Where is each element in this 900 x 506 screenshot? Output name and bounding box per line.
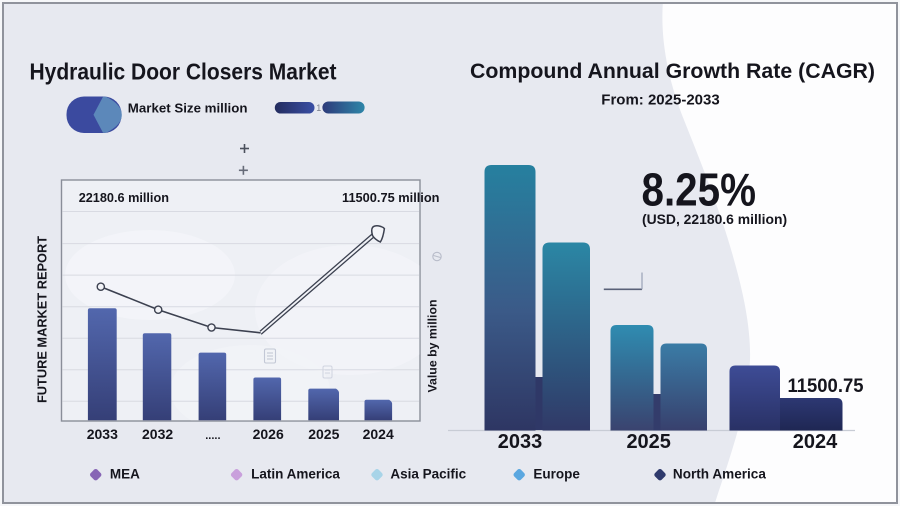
svg-text:Latin America: Latin America	[251, 467, 340, 482]
svg-text:1: 1	[316, 103, 321, 113]
svg-text:North America: North America	[673, 467, 766, 482]
svg-text:FUTURE MARKET REPORT: FUTURE MARKET REPORT	[35, 236, 50, 403]
svg-text:2032: 2032	[142, 426, 173, 442]
svg-text:Hydraulic Door Closers Market: Hydraulic Door Closers Market	[30, 59, 337, 85]
svg-text:11500.75 million: 11500.75 million	[342, 190, 440, 205]
svg-text:From: 2025-2033: From: 2025-2033	[601, 92, 719, 109]
svg-text:Market Size million: Market Size million	[128, 101, 248, 116]
svg-text:(USD, 22180.6 million): (USD, 22180.6 million)	[642, 211, 787, 227]
svg-text:2033: 2033	[498, 431, 543, 453]
svg-text:2025: 2025	[626, 431, 671, 453]
svg-text:Compound Annual Growth Rate (C: Compound Annual Growth Rate (CAGR)	[470, 59, 875, 83]
svg-text:.....: .....	[205, 430, 220, 442]
svg-text:MEA: MEA	[110, 467, 140, 482]
svg-text:2024: 2024	[793, 431, 838, 453]
svg-text:2024: 2024	[363, 426, 394, 442]
svg-text:22180.6 million: 22180.6 million	[79, 191, 169, 205]
svg-text:11500.75: 11500.75	[788, 376, 864, 397]
svg-text:2033: 2033	[87, 426, 118, 442]
svg-text:2025: 2025	[308, 426, 339, 442]
svg-text:8.25%: 8.25%	[642, 164, 757, 216]
svg-text:2026: 2026	[253, 426, 284, 442]
svg-text:Europe: Europe	[533, 467, 580, 482]
svg-text:Asia Pacific: Asia Pacific	[390, 467, 466, 482]
svg-text:Value by million: Value by million	[426, 300, 440, 393]
